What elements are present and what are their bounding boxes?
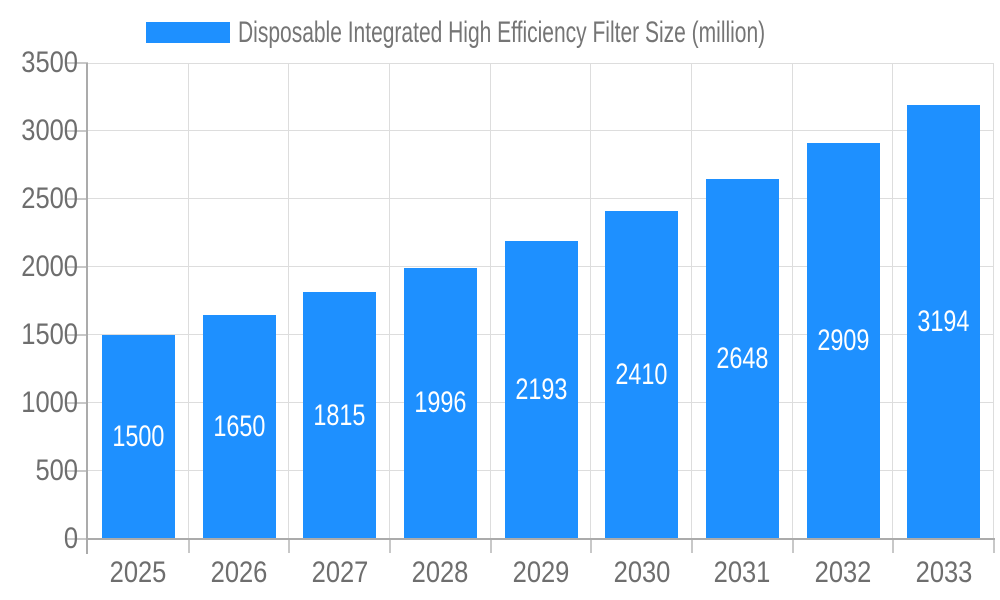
x-axis-tick xyxy=(791,539,794,553)
y-axis-tick-label: 3000 xyxy=(21,114,78,147)
gridline-vertical xyxy=(993,63,994,539)
x-axis-tick xyxy=(489,539,492,553)
x-axis-tick-label: 2033 xyxy=(915,556,973,589)
x-axis-tick-label: 2030 xyxy=(613,556,671,589)
gridline-vertical xyxy=(489,63,491,539)
x-axis-tick-label: 2025 xyxy=(109,556,167,589)
y-axis-tick xyxy=(67,538,88,540)
x-axis-line xyxy=(88,538,995,540)
x-axis-tick xyxy=(389,539,391,553)
gridline-horizontal xyxy=(88,198,994,199)
x-axis-tick-label: 2028 xyxy=(411,556,469,589)
y-axis-tick xyxy=(67,130,88,132)
legend: Disposable Integrated High Efficiency Fi… xyxy=(146,16,991,49)
x-axis-tick xyxy=(288,539,291,553)
x-axis-tick xyxy=(691,539,693,553)
bar-value-label: 2410 xyxy=(615,358,668,392)
y-axis-tick xyxy=(67,62,88,64)
y-axis-tick-label: 0 xyxy=(63,522,78,555)
gridline-vertical xyxy=(389,63,390,539)
gridline-vertical xyxy=(791,63,793,539)
gridline-horizontal xyxy=(88,130,994,131)
gridline-horizontal xyxy=(88,63,994,64)
plot-area: 1500 1650 1815 1996 2193 2410 2648 2909 3194 xyxy=(88,63,994,539)
legend-label[interactable]: Disposable Integrated High Efficiency Fi… xyxy=(238,16,766,49)
y-axis-tick-label: 2000 xyxy=(21,250,78,283)
bar-value-label: 1500 xyxy=(112,420,165,453)
bar-2029[interactable]: 2193 xyxy=(504,240,578,539)
x-axis-tick-label: 2032 xyxy=(814,556,872,589)
bar-2028[interactable]: 1996 xyxy=(403,267,477,539)
bar-value-label: 2909 xyxy=(816,324,870,358)
bar-value-label: 2193 xyxy=(514,372,568,406)
y-axis-tick-label: 500 xyxy=(35,454,78,487)
bar-2025[interactable]: 1500 xyxy=(101,335,175,539)
bar-2033[interactable]: 3194 xyxy=(907,104,981,539)
x-axis-tick-label: 2026 xyxy=(210,556,268,589)
bar-value-label: 3194 xyxy=(917,304,970,338)
y-axis-tick-label: 2500 xyxy=(21,182,78,215)
y-axis-tick-label: 1500 xyxy=(21,318,78,351)
x-axis-tick-label: 2029 xyxy=(512,556,570,589)
x-axis-tick xyxy=(590,539,593,553)
bar-2031[interactable]: 2648 xyxy=(705,178,779,539)
x-axis-tick-label: 2027 xyxy=(311,556,369,589)
bar-value-label: 1815 xyxy=(313,398,366,432)
gridline-vertical xyxy=(590,63,592,539)
gridline-vertical xyxy=(288,63,290,539)
x-axis-tick xyxy=(187,539,190,553)
bar-2032[interactable]: 2909 xyxy=(806,143,880,539)
bar-2027[interactable]: 1815 xyxy=(303,292,377,539)
y-axis-tick-label: 1000 xyxy=(21,386,78,419)
bar-2030[interactable]: 2410 xyxy=(605,211,679,539)
bar-value-label: 2648 xyxy=(716,341,769,375)
gridline-vertical xyxy=(892,63,894,539)
y-axis-tick xyxy=(67,266,88,268)
x-axis-tick-label: 2031 xyxy=(713,556,771,589)
x-axis-tick xyxy=(993,539,995,553)
y-axis-tick xyxy=(67,470,88,472)
y-axis-tick xyxy=(67,334,88,336)
bar-2026[interactable]: 1650 xyxy=(202,314,276,539)
y-axis-tick-label: 3500 xyxy=(21,46,78,79)
bar-value-label: 1996 xyxy=(414,386,467,420)
x-axis-tick xyxy=(892,539,895,553)
y-axis-tick xyxy=(67,198,88,200)
legend-swatch[interactable] xyxy=(146,22,230,43)
bar-value-label: 1650 xyxy=(212,409,266,443)
y-axis-tick xyxy=(67,402,88,404)
gridline-vertical xyxy=(691,63,692,539)
y-axis-line xyxy=(86,63,88,554)
gridline-vertical xyxy=(187,63,189,539)
